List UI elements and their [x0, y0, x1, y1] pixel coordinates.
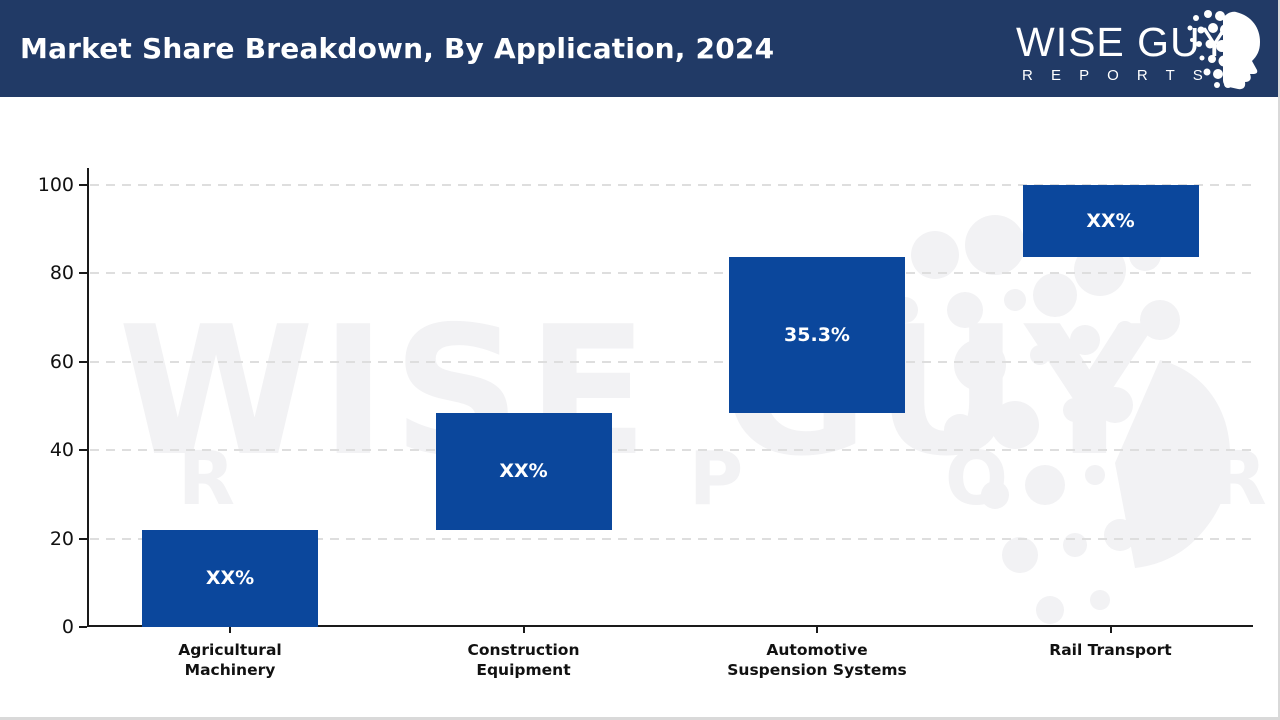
category-label-line: Machinery [184, 661, 276, 680]
category-label-line: Rail Transport [1049, 641, 1172, 659]
bar-construction-equipment: XX% [435, 412, 612, 530]
x-axis-tick [229, 627, 231, 633]
y-axis-tick [79, 272, 87, 275]
logo-graphic: WISE GUY R E P O R T S [1016, 9, 1260, 89]
category-label-line: Construction [467, 641, 580, 659]
watermark-dotted-face [892, 215, 1230, 624]
gridline [90, 449, 1258, 452]
y-axis-tick-label: 80 [49, 262, 74, 285]
bar-rail-transport: XX% [1022, 185, 1199, 257]
bar-agricultural-machinery: XX% [142, 529, 318, 627]
logo-line2-text: R E P O R T S [1022, 67, 1210, 84]
header-band: Market Share Breakdown, By Application, … [0, 0, 1278, 97]
gridline [90, 184, 1258, 186]
x-axis-category-label: Rail Transport [961, 640, 1261, 660]
bar-value-label: XX% [499, 460, 548, 483]
y-axis-tick [79, 537, 87, 540]
x-axis-tick [816, 627, 818, 633]
y-axis-tick-label: 0 [61, 616, 74, 638]
y-axis-tick-label: 40 [49, 439, 74, 462]
x-axis-category-label: Automotive Suspension Systems [667, 640, 967, 681]
watermark-wordmark: WISE GUY [118, 288, 1160, 495]
x-axis-category-label: Construction Equipment [374, 640, 674, 681]
category-label-line: Equipment [476, 661, 571, 680]
y-axis-tick [79, 449, 87, 452]
category-label-line: Suspension Systems [727, 661, 907, 680]
bar-value-label: XX% [205, 567, 255, 590]
bar-value-label: XX% [1086, 209, 1135, 232]
bar-value-label: 35.3% [784, 323, 850, 346]
bar-automotive-suspension-systems: 35.3% [729, 256, 905, 413]
gridline [90, 272, 1258, 275]
x-axis-line [87, 625, 1253, 627]
y-axis-tick-label: 20 [49, 527, 74, 550]
y-axis-line [87, 168, 89, 627]
y-axis-tick [79, 184, 87, 186]
y-axis-tick [79, 626, 87, 628]
x-axis-tick [1109, 627, 1112, 633]
x-axis-tick [522, 627, 525, 633]
gridline [90, 360, 1258, 363]
y-axis-tick [79, 360, 87, 363]
wise-guy-reports-logo: WISE GUY R E P O R T S [1014, 6, 1262, 92]
category-label-line: Agricultural [178, 641, 282, 659]
x-axis-category-label: Agricultural Machinery [80, 640, 380, 681]
chart-title: Market Share Breakdown, By Application, … [20, 32, 775, 65]
category-label-line: Automotive [766, 641, 868, 659]
y-axis-tick-label: 100 [37, 174, 74, 196]
logo-line1-text: WISE GUY [1016, 19, 1229, 65]
dotted-face-icon [1187, 9, 1260, 89]
gridline [90, 537, 1258, 540]
y-axis-tick-label: 60 [49, 350, 74, 373]
